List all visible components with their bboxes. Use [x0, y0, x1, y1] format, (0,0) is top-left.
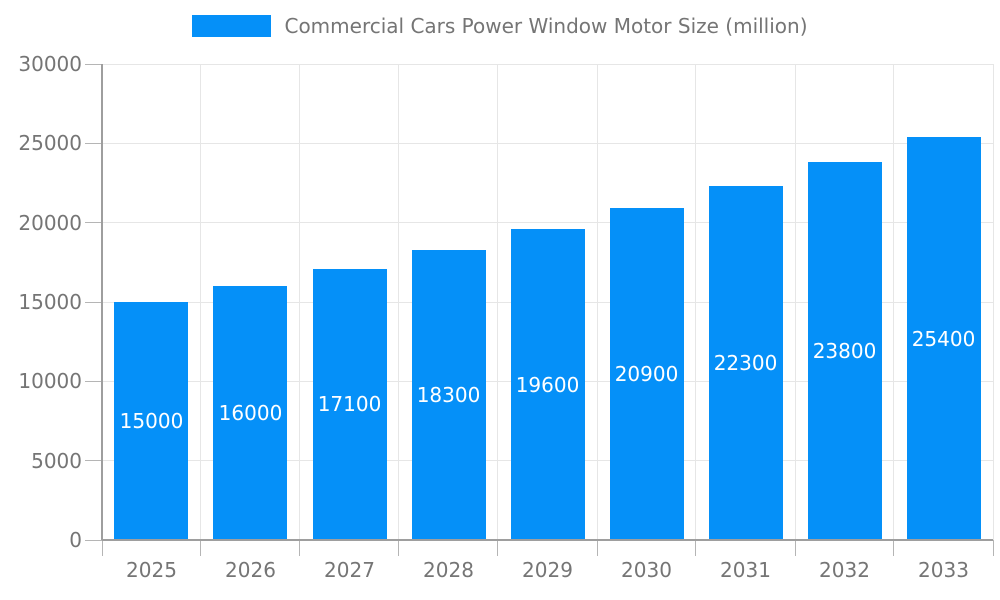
- bar: 20900: [609, 208, 684, 540]
- x-axis-category-label: 2033: [918, 558, 969, 582]
- vertical-gridline: [794, 64, 796, 540]
- vertical-gridline: [299, 64, 301, 540]
- y-axis-tick: [85, 539, 102, 541]
- y-axis-line: [101, 64, 103, 540]
- y-axis-tick-label: 20000: [18, 210, 82, 235]
- y-axis-tick-label: 0: [69, 528, 82, 552]
- y-axis-tick: [85, 301, 102, 303]
- vertical-gridline: [893, 64, 895, 540]
- y-axis-tick-label: 30000: [18, 52, 82, 76]
- legend-swatch: [192, 15, 272, 37]
- x-axis-tick: [893, 540, 895, 556]
- x-axis-category-label: 2027: [324, 558, 375, 582]
- x-axis-category-label: 2028: [423, 558, 474, 582]
- x-axis-tick: [497, 540, 499, 556]
- bar-data-label: 18300: [416, 382, 481, 407]
- y-axis-ticks: [85, 63, 102, 541]
- bar: 16000: [213, 286, 288, 540]
- x-axis-tick: [299, 540, 301, 556]
- bar-data-label: 17100: [317, 392, 382, 417]
- bar-data-label: 23800: [812, 339, 877, 364]
- x-axis-labels: 2025 2026 2027 2028 2029 2030 2031 2032 2033: [102, 558, 993, 588]
- y-axis-tick: [85, 63, 102, 65]
- x-axis-tick: [101, 540, 103, 556]
- y-axis-tick: [85, 142, 102, 144]
- vertical-gridline: [992, 64, 994, 540]
- horizontal-gridline: [102, 63, 993, 65]
- bar: 17100: [312, 268, 387, 540]
- x-axis-category-label: 2029: [522, 558, 573, 582]
- x-axis-tick: [200, 540, 202, 556]
- y-axis-tick: [85, 380, 102, 382]
- bar: 18300: [411, 249, 486, 540]
- bar-data-label: 15000: [119, 409, 184, 433]
- x-axis-ticks: [101, 540, 994, 556]
- x-axis-category-label: 2025: [126, 558, 177, 582]
- bar-data-label: 19600: [515, 372, 580, 397]
- horizontal-gridline: [102, 142, 993, 144]
- bar: 25400: [906, 137, 981, 540]
- bar: 23800: [807, 162, 882, 540]
- bar-data-label: 22300: [713, 351, 778, 376]
- legend: Commercial Cars Power Window Motor Size …: [0, 14, 1000, 38]
- bar-data-label: 20900: [614, 362, 679, 387]
- x-axis-category-label: 2026: [225, 558, 276, 582]
- x-axis-tick: [596, 540, 598, 556]
- vertical-gridline: [596, 64, 598, 540]
- vertical-gridline: [200, 64, 202, 540]
- vertical-gridline: [695, 64, 697, 540]
- vertical-gridline: [398, 64, 400, 540]
- x-axis-tick: [794, 540, 796, 556]
- y-axis-tick: [85, 222, 102, 224]
- y-axis-tick-label: 5000: [31, 448, 82, 473]
- x-axis-line: [102, 539, 993, 541]
- legend-label: Commercial Cars Power Window Motor Size …: [284, 14, 808, 38]
- x-axis-category-label: 2030: [621, 558, 672, 582]
- plot-area: 15000 16000 17100 18300 19600 20900 22300 23800…: [101, 63, 994, 541]
- y-axis-tick-label: 10000: [18, 369, 82, 394]
- x-axis-tick: [992, 540, 994, 556]
- x-axis-tick: [695, 540, 697, 556]
- y-axis-tick: [85, 460, 102, 462]
- y-axis-labels: 0 5000 10000 15000 20000 25000 30000: [0, 52, 84, 552]
- y-axis-tick-label: 15000: [18, 290, 82, 314]
- x-axis-tick: [398, 540, 400, 556]
- vertical-gridline: [497, 64, 499, 540]
- horizontal-gridline: [102, 222, 993, 224]
- x-axis-category-label: 2032: [819, 558, 870, 582]
- bar: 22300: [708, 186, 783, 540]
- bar: 15000: [114, 302, 189, 540]
- bar-data-label: 25400: [911, 326, 976, 351]
- bar: 19600: [510, 229, 585, 540]
- bar-data-label: 16000: [218, 401, 283, 426]
- x-axis-category-label: 2031: [720, 558, 771, 582]
- y-axis-tick-label: 25000: [18, 131, 82, 156]
